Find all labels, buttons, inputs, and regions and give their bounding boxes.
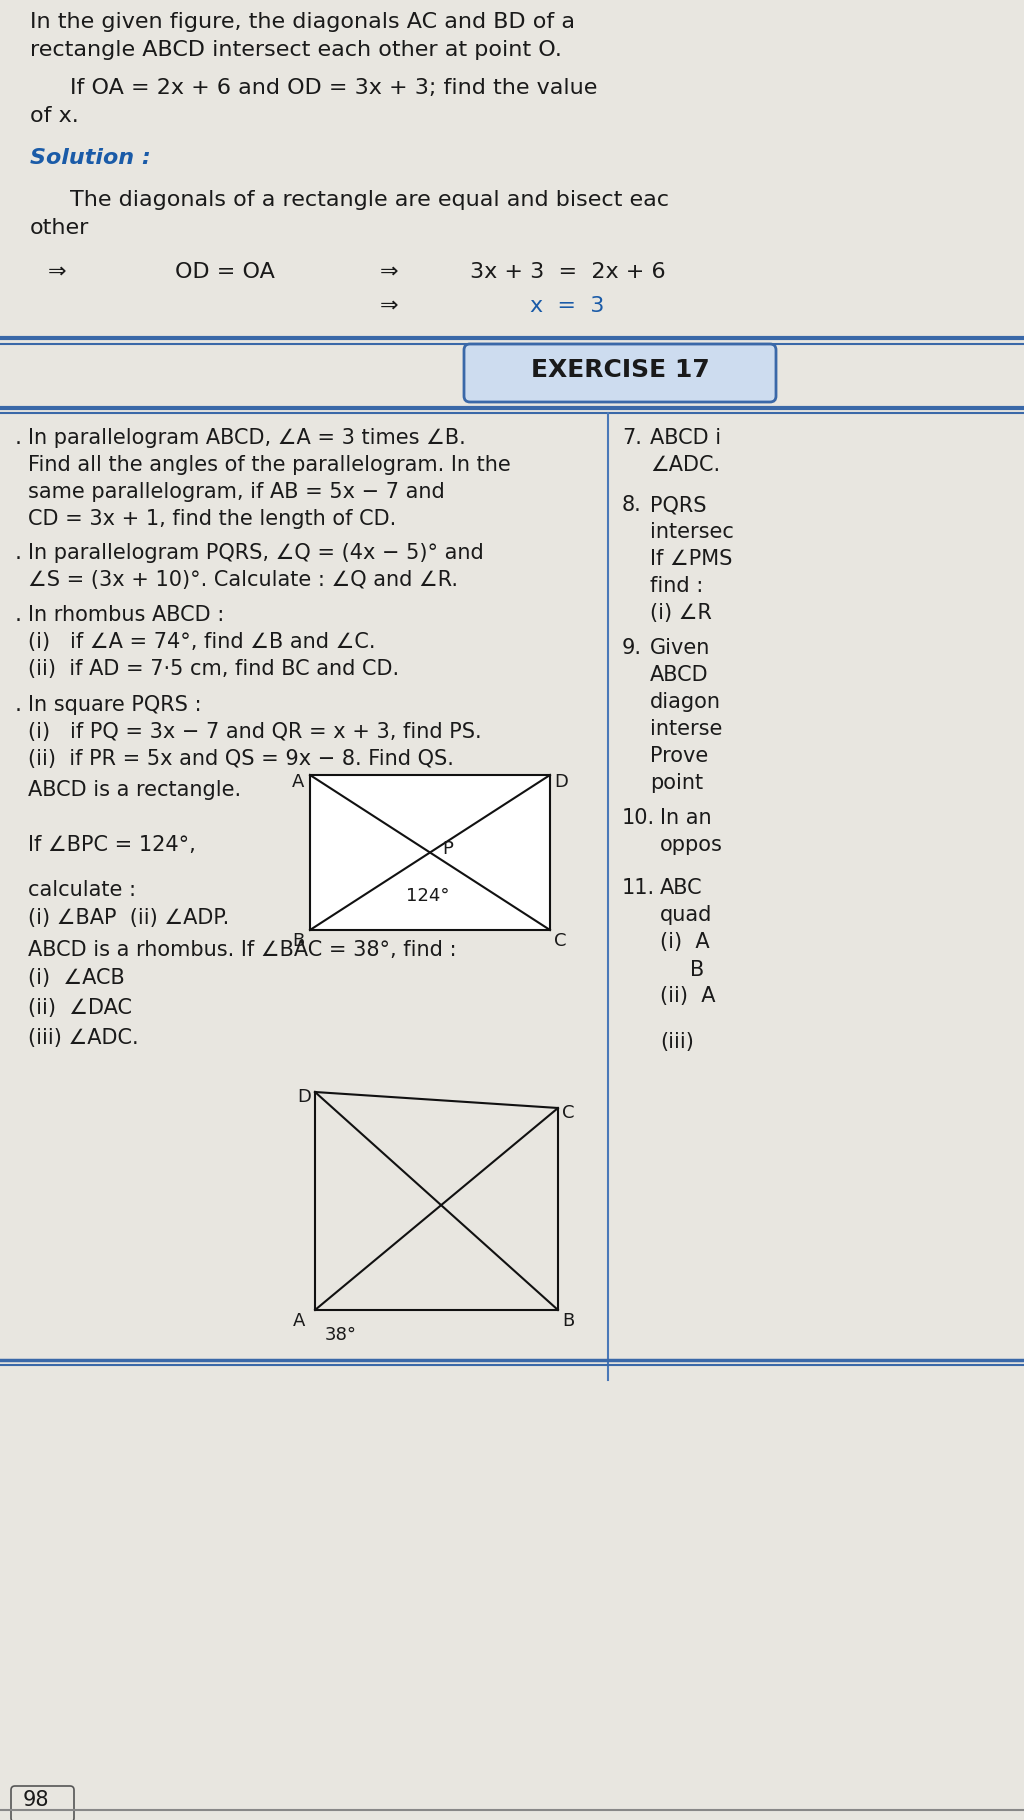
Text: 9.: 9. (622, 639, 642, 659)
Text: D: D (297, 1088, 311, 1107)
Text: In an: In an (660, 808, 712, 828)
Text: (i)   if PQ = 3x − 7 and QR = x + 3, find PS.: (i) if PQ = 3x − 7 and QR = x + 3, find … (28, 723, 481, 743)
Text: 3x + 3  =  2x + 6: 3x + 3 = 2x + 6 (470, 262, 666, 282)
Text: 10.: 10. (622, 808, 655, 828)
Text: 38°: 38° (325, 1327, 357, 1343)
Text: 124°: 124° (406, 886, 450, 905)
Text: If ∠PMS: If ∠PMS (650, 550, 732, 570)
Text: (i) ∠R: (i) ∠R (650, 602, 712, 622)
Text: If OA = 2x + 6 and OD = 3x + 3; find the value: If OA = 2x + 6 and OD = 3x + 3; find the… (70, 78, 597, 98)
Text: A: A (293, 1312, 305, 1330)
Text: .: . (15, 428, 22, 448)
Text: oppos: oppos (660, 835, 723, 855)
Text: PQRS: PQRS (650, 495, 707, 515)
Text: In parallelogram PQRS, ∠Q = (4x − 5)° and: In parallelogram PQRS, ∠Q = (4x − 5)° an… (28, 542, 483, 562)
Text: 98: 98 (23, 1791, 49, 1811)
Text: (iii) ∠ADC.: (iii) ∠ADC. (28, 1028, 138, 1048)
Text: 8.: 8. (622, 495, 642, 515)
Text: If ∠BPC = 124°,: If ∠BPC = 124°, (28, 835, 196, 855)
Text: intersec: intersec (650, 522, 734, 542)
Text: interse: interse (650, 719, 722, 739)
Text: (iii): (iii) (660, 1032, 694, 1052)
Text: ∠ADC.: ∠ADC. (650, 455, 720, 475)
Text: of x.: of x. (30, 106, 79, 126)
Text: ⇒: ⇒ (48, 262, 67, 282)
Text: (ii)  if PR = 5x and QS = 9x − 8. Find QS.: (ii) if PR = 5x and QS = 9x − 8. Find QS… (28, 750, 454, 770)
Text: .: . (15, 604, 22, 624)
Text: Find all the angles of the parallelogram. In the: Find all the angles of the parallelogram… (28, 455, 511, 475)
Text: ABCD is a rectangle.: ABCD is a rectangle. (28, 781, 241, 801)
Text: (i)  ∠ACB: (i) ∠ACB (28, 968, 125, 988)
Text: (ii)  A: (ii) A (660, 986, 716, 1006)
Text: other: other (30, 218, 89, 238)
Text: ABCD i: ABCD i (650, 428, 721, 448)
Text: Given: Given (650, 639, 711, 659)
Text: D: D (554, 774, 568, 792)
Bar (310, 775, 550, 930)
Text: B: B (562, 1312, 574, 1330)
Text: (ii)  ∠DAC: (ii) ∠DAC (28, 997, 132, 1017)
Text: EXERCISE 17: EXERCISE 17 (530, 359, 710, 382)
Text: In parallelogram ABCD, ∠A = 3 times ∠B.: In parallelogram ABCD, ∠A = 3 times ∠B. (28, 428, 466, 448)
Text: 7.: 7. (622, 428, 642, 448)
FancyBboxPatch shape (11, 1785, 74, 1820)
Text: .: . (15, 695, 22, 715)
Text: ⇒: ⇒ (380, 262, 398, 282)
Text: find :: find : (650, 575, 703, 595)
Text: In square PQRS :: In square PQRS : (28, 695, 202, 715)
Text: calculate :: calculate : (28, 881, 136, 901)
Text: diagon: diagon (650, 692, 721, 712)
Text: rectangle ABCD intersect each other at point O.: rectangle ABCD intersect each other at p… (30, 40, 562, 60)
Text: (ii)  if AD = 7·5 cm, find BC and CD.: (ii) if AD = 7·5 cm, find BC and CD. (28, 659, 399, 679)
Text: The diagonals of a rectangle are equal and bisect eac: The diagonals of a rectangle are equal a… (70, 189, 669, 209)
Text: ABCD: ABCD (650, 664, 709, 684)
Text: OD = OA: OD = OA (175, 262, 274, 282)
Text: Prove: Prove (650, 746, 709, 766)
Text: P: P (442, 841, 453, 857)
Text: Solution :: Solution : (30, 147, 151, 167)
Text: x  =  3: x = 3 (530, 297, 604, 317)
Text: C: C (562, 1105, 574, 1121)
Text: B: B (292, 932, 304, 950)
Text: In the given figure, the diagonals AC and BD of a: In the given figure, the diagonals AC an… (30, 13, 575, 33)
Text: CD = 3x + 1, find the length of CD.: CD = 3x + 1, find the length of CD. (28, 510, 396, 530)
Text: ABC: ABC (660, 877, 702, 897)
Text: quad: quad (660, 905, 713, 925)
Text: ∠S = (3x + 10)°. Calculate : ∠Q and ∠R.: ∠S = (3x + 10)°. Calculate : ∠Q and ∠R. (28, 570, 458, 590)
Text: ⇒: ⇒ (380, 297, 398, 317)
Text: C: C (554, 932, 566, 950)
Text: point: point (650, 774, 703, 794)
Text: (i) ∠BAP  (ii) ∠ADP.: (i) ∠BAP (ii) ∠ADP. (28, 908, 229, 928)
Text: In rhombus ABCD :: In rhombus ABCD : (28, 604, 224, 624)
Text: same parallelogram, if AB = 5x − 7 and: same parallelogram, if AB = 5x − 7 and (28, 482, 444, 502)
Text: 11.: 11. (622, 877, 655, 897)
FancyBboxPatch shape (464, 344, 776, 402)
Text: ABCD is a rhombus. If ∠BAC = 38°, find :: ABCD is a rhombus. If ∠BAC = 38°, find : (28, 939, 457, 959)
Text: B: B (690, 959, 705, 979)
Text: (i)   if ∠A = 74°, find ∠B and ∠C.: (i) if ∠A = 74°, find ∠B and ∠C. (28, 632, 376, 652)
Text: .: . (15, 542, 22, 562)
Text: (i)  A: (i) A (660, 932, 710, 952)
Text: A: A (292, 774, 304, 792)
